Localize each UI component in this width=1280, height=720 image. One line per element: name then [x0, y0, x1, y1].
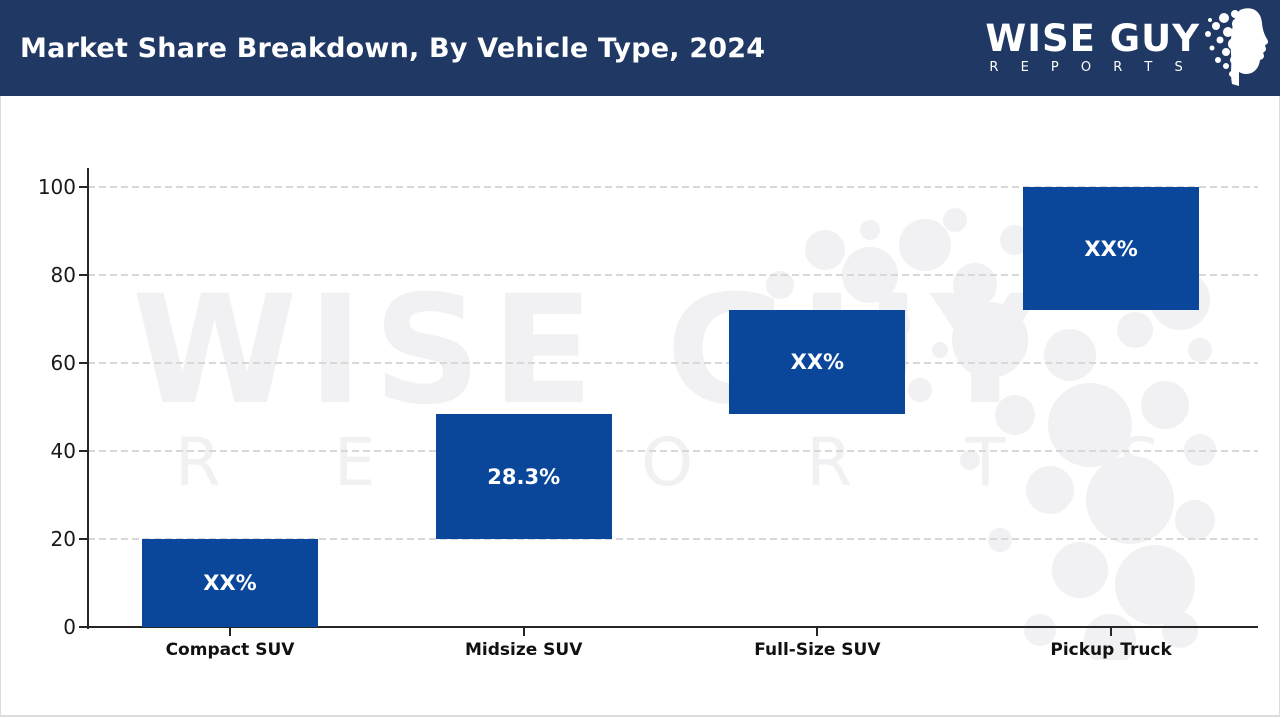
- watermark-subtext: R E P O R T S: [175, 424, 1207, 501]
- gridline: [88, 538, 1258, 540]
- x-tick-mark: [816, 628, 819, 636]
- wiseguy-logo: WISE GUY R E P O R T S: [985, 4, 1272, 90]
- y-tick-mark: [79, 362, 88, 364]
- y-tick-mark: [79, 450, 88, 452]
- bar-value-label: XX%: [1084, 236, 1138, 261]
- gridline: [88, 274, 1258, 276]
- y-tick-mark: [79, 626, 88, 628]
- logo-wordmark: WISE GUY: [985, 17, 1200, 61]
- y-axis: [87, 168, 89, 629]
- y-tick-mark: [79, 538, 88, 540]
- x-axis: [88, 626, 1258, 628]
- bar: XX%: [142, 539, 318, 627]
- bar: 28.3%: [435, 414, 612, 539]
- y-tick-label: 0: [63, 615, 76, 639]
- x-tick-mark: [522, 628, 525, 636]
- gridline: [88, 362, 1258, 364]
- y-tick-label: 100: [37, 175, 76, 199]
- bar-value-label: 28.3%: [487, 464, 561, 489]
- logo-face-icon: [1205, 8, 1269, 87]
- bar-value-label: XX%: [790, 350, 845, 375]
- y-tick-label: 40: [50, 439, 76, 463]
- category-label: Compact SUV: [165, 640, 295, 660]
- y-tick-label: 60: [50, 351, 76, 375]
- gridline: [88, 450, 1258, 452]
- y-tick-mark: [79, 274, 88, 276]
- category-label: Pickup Truck: [1050, 640, 1172, 660]
- page-title: Market Share Breakdown, By Vehicle Type,…: [20, 32, 766, 64]
- bar-value-label: XX%: [203, 571, 257, 595]
- logo-text: WISE GUY R E P O R T S: [985, 17, 1200, 75]
- y-tick-mark: [79, 186, 88, 188]
- header-bar: Market Share Breakdown, By Vehicle Type,…: [0, 0, 1280, 96]
- logo-subtext: R E P O R T S: [989, 59, 1192, 75]
- bar: XX%: [729, 310, 906, 415]
- bar: XX%: [1023, 187, 1200, 311]
- y-tick-label: 20: [50, 527, 76, 551]
- y-tick-label: 80: [50, 263, 76, 287]
- x-tick-mark: [1110, 628, 1113, 636]
- category-label: Midsize SUV: [464, 640, 583, 660]
- category-label: Full-Size SUV: [754, 640, 881, 660]
- x-tick-mark: [229, 628, 231, 636]
- gridline: [88, 186, 1258, 188]
